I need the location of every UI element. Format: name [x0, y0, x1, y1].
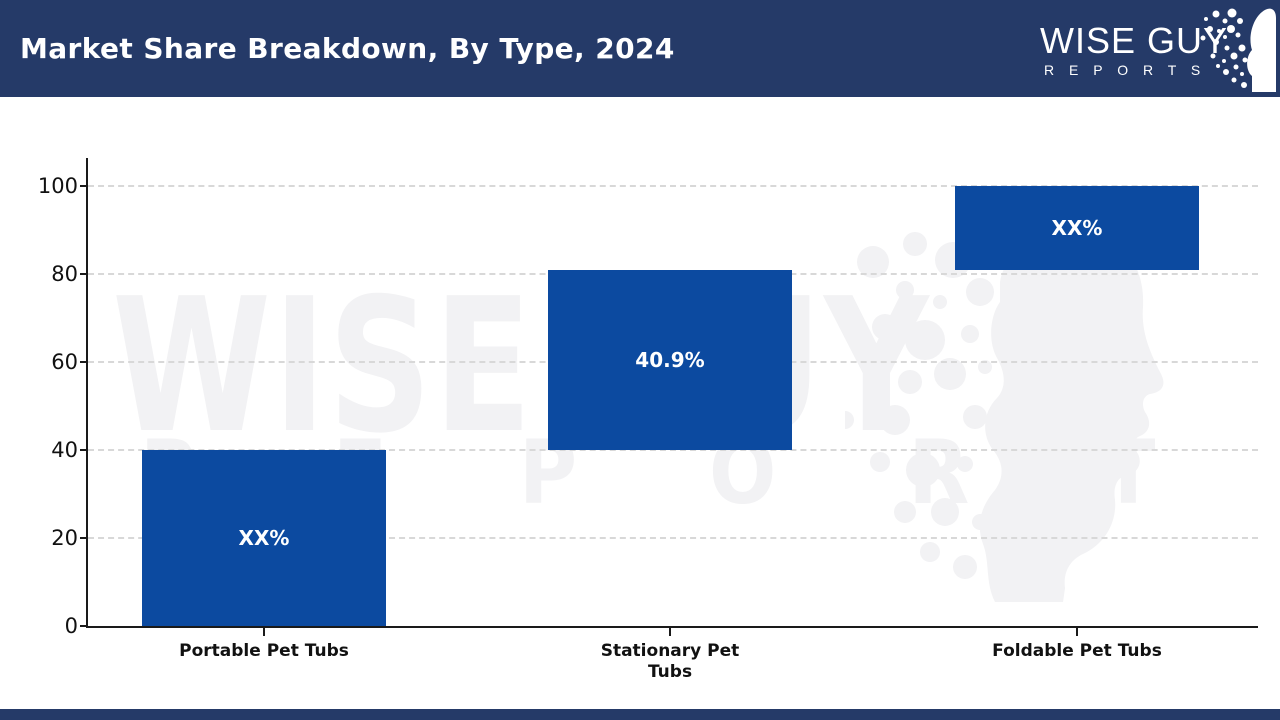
y-gridline [88, 537, 1258, 539]
x-category-label-line: Tubs [647, 662, 693, 682]
y-tick-label: 60 [51, 350, 78, 374]
x-axis-line [86, 626, 1258, 628]
y-axis-line [86, 158, 88, 628]
y-gridline [88, 449, 1258, 451]
y-tick-label: 0 [64, 614, 78, 638]
bar-value-label: 40.9% [635, 348, 705, 373]
bar-value-label: XX% [1051, 216, 1103, 241]
y-tick-label: 20 [51, 526, 78, 550]
x-tick-mark [1076, 628, 1078, 636]
x-category-label-line: Portable Pet Tubs [179, 641, 349, 661]
watermark-face-icon [845, 232, 1164, 602]
header-bar: Market Share Breakdown, By Type, 2024 WI… [0, 0, 1280, 97]
x-category-label-line: Stationary Pet [600, 641, 740, 661]
y-tick-mark [80, 625, 88, 627]
y-tick-label: 40 [51, 438, 78, 462]
x-tick-mark [669, 628, 671, 636]
logo-face-dots-icon [1200, 8, 1248, 88]
logo-face-profile-icon [1247, 8, 1276, 92]
waterfall-bar [142, 450, 386, 626]
wise-guy-reports-logo: WISE GUY R E P O R T S [1040, 8, 1276, 92]
y-tick-label: 80 [51, 262, 78, 286]
logo-brand-text: WISE GUY [1040, 20, 1228, 61]
y-tick-mark [80, 449, 88, 451]
waterfall-bar [548, 270, 792, 450]
logo-reports-text: R E P O R T S [1044, 62, 1206, 78]
y-tick-mark [80, 273, 88, 275]
watermark-wiseguy-text: WISE GUY [112, 258, 931, 474]
x-category-label: Portable Pet Tubs [134, 641, 394, 662]
y-tick-label: 100 [37, 174, 78, 198]
x-category-label-line: Foldable Pet Tubs [992, 641, 1162, 661]
x-category-label: Foldable Pet Tubs [947, 641, 1207, 662]
y-tick-mark [80, 185, 88, 187]
y-gridline [88, 185, 1258, 187]
footer-bar [0, 709, 1280, 720]
bar-value-label: XX% [238, 526, 290, 550]
y-tick-mark [80, 537, 88, 539]
y-tick-mark [80, 361, 88, 363]
x-tick-mark [263, 628, 265, 636]
x-category-label: Stationary Pet Tubs [540, 641, 800, 683]
waterfall-bar [955, 186, 1199, 271]
chart-title: Market Share Breakdown, By Type, 2024 [20, 32, 675, 65]
